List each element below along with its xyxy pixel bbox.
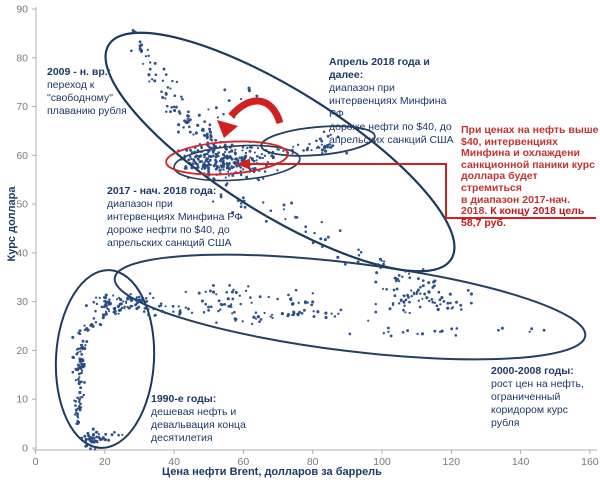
svg-text:40: 40 [16, 247, 28, 259]
svg-text:70: 70 [16, 101, 28, 113]
svg-text:120: 120 [443, 456, 461, 468]
svg-text:30: 30 [16, 296, 28, 308]
svg-text:60: 60 [238, 456, 250, 468]
ellipse-2017-navy [173, 144, 301, 182]
red-arrows [217, 97, 596, 219]
svg-text:20: 20 [16, 345, 28, 357]
svg-text:40: 40 [168, 456, 180, 468]
ellipse-2000-2008 [113, 253, 587, 361]
label-2000-2008: 2000-2008 годы: рост цен на нефть, огранич… [491, 365, 584, 429]
y-axis-title: Курс доллара [6, 186, 18, 262]
label-1990s: 1990-е годы: дешевая нефть и девальвация к… [151, 393, 246, 444]
x-axis-title: Цена нефти Brent, долларов за баррель [162, 466, 382, 478]
svg-text:0: 0 [22, 443, 28, 455]
svg-text:160: 160 [581, 456, 599, 468]
x-axis-ticks: 0 20 40 60 80 100 120 140 160 [33, 450, 599, 468]
callout-leader-line [240, 163, 596, 219]
svg-text:80: 80 [307, 456, 319, 468]
data-points [71, 29, 546, 451]
y-axis-ticks: 0 10 20 30 40 50 60 70 80 90 [16, 4, 36, 455]
svg-text:0: 0 [33, 456, 39, 468]
svg-text:80: 80 [16, 52, 28, 64]
period-ellipses-under [54, 31, 587, 449]
svg-text:60: 60 [16, 150, 28, 162]
ellipse-1990s [54, 269, 156, 449]
label-april-2018: Апрель 2018 года и далее: диапазон при инт… [329, 56, 454, 146]
highlight-ellipses [165, 125, 376, 182]
label-2017-early-2018: 2017 - нач. 2018 года: диапазон при интерв… [107, 185, 243, 249]
svg-text:20: 20 [99, 456, 111, 468]
curved-arrow [228, 97, 284, 125]
ellipse-2009-now [104, 31, 456, 273]
label-forecast: При ценах на нефть выше $40, интервенциях… [461, 124, 599, 229]
svg-text:90: 90 [16, 4, 28, 16]
svg-text:140: 140 [512, 456, 530, 468]
curved-arrow-head [217, 120, 238, 138]
svg-text:100: 100 [373, 456, 391, 468]
svg-text:50: 50 [16, 199, 28, 211]
leader-arrow-head [236, 158, 250, 170]
axes [33, 7, 597, 451]
svg-text:10: 10 [16, 394, 28, 406]
ellipse-2017-red [165, 140, 289, 176]
label-2009-now: 2009 - н. вр.: переход к "свободному" плава… [47, 66, 127, 117]
